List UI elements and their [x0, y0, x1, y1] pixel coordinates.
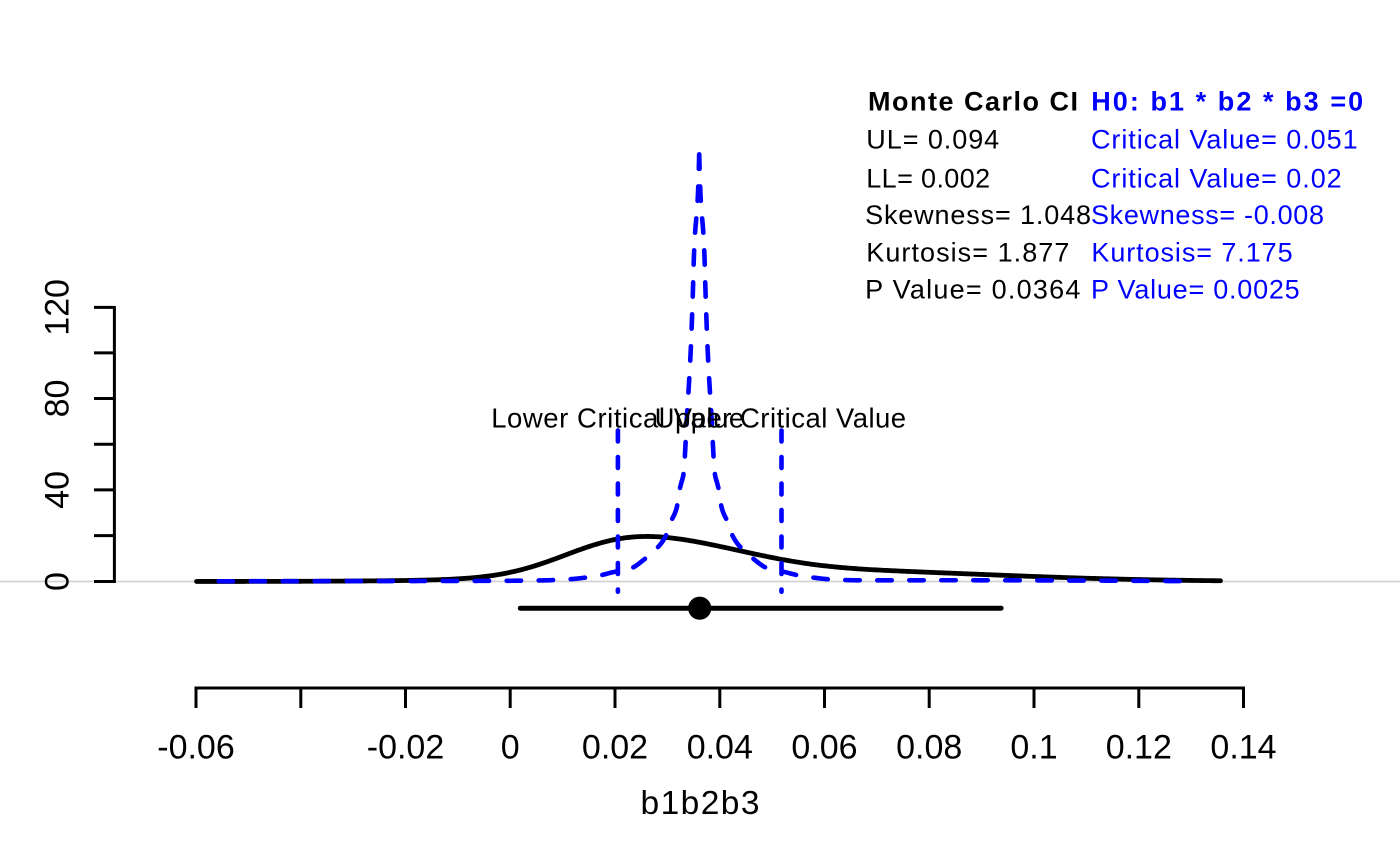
- svg-text:Critical Value= 0.02: Critical Value= 0.02: [1091, 164, 1342, 194]
- svg-text:-0.02: -0.02: [367, 729, 445, 767]
- svg-text:0.12: 0.12: [1106, 729, 1172, 767]
- svg-text:40: 40: [38, 471, 76, 509]
- svg-text:LL= 0.002: LL= 0.002: [866, 164, 990, 194]
- svg-text:0.14: 0.14: [1210, 729, 1276, 767]
- svg-text:0.1: 0.1: [1010, 729, 1057, 767]
- svg-text:0: 0: [501, 729, 520, 767]
- svg-text:-0.06: -0.06: [157, 729, 235, 767]
- svg-text:0.04: 0.04: [687, 729, 753, 767]
- svg-text:Kurtosis= 7.175: Kurtosis= 7.175: [1091, 237, 1292, 267]
- svg-text:UL= 0.094: UL= 0.094: [866, 124, 999, 154]
- svg-text:Critical Value= 0.051: Critical Value= 0.051: [1091, 124, 1358, 154]
- svg-text:Kurtosis= 1.877: Kurtosis= 1.877: [866, 237, 1069, 267]
- svg-text:0.02: 0.02: [582, 729, 648, 767]
- svg-text:0.08: 0.08: [896, 729, 962, 767]
- svg-text:Lower Critical Value: Lower Critical Value: [491, 402, 744, 433]
- svg-text:H0: b1 * b2 * b3 =0: H0: b1 * b2 * b3 =0: [1091, 87, 1363, 117]
- svg-text:Skewness= 1.048: Skewness= 1.048: [865, 200, 1091, 230]
- svg-text:0: 0: [38, 572, 76, 591]
- svg-text:120: 120: [38, 279, 76, 336]
- svg-text:Skewness= -0.008: Skewness= -0.008: [1091, 200, 1324, 230]
- svg-text:P Value= 0.0025: P Value= 0.0025: [1091, 274, 1300, 304]
- svg-text:0.06: 0.06: [791, 729, 857, 767]
- svg-text:Upper Critical Value: Upper Critical Value: [655, 402, 907, 433]
- svg-text:b1b2b3: b1b2b3: [641, 785, 760, 822]
- svg-text:80: 80: [38, 380, 76, 418]
- svg-text:Monte Carlo CI: Monte Carlo CI: [868, 87, 1078, 117]
- svg-text:P Value= 0.0364: P Value= 0.0364: [865, 274, 1080, 304]
